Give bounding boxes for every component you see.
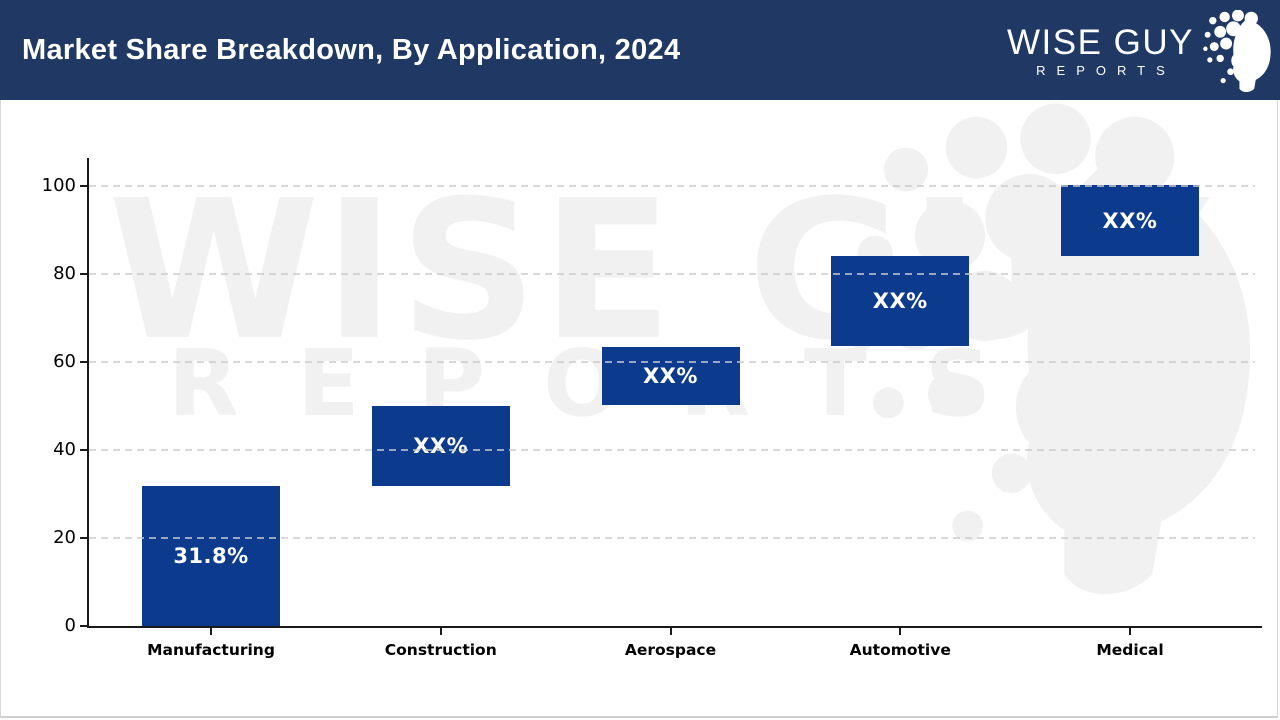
gridline-y-60: [89, 361, 1255, 363]
logo-text-reports: REPORTS: [1036, 63, 1176, 79]
watermark-text-reports: REPORTS: [168, 330, 1049, 437]
chart-title: Market Share Breakdown, By Application, …: [22, 33, 681, 66]
x-tick-label-construction: Construction: [384, 641, 497, 659]
y-tick-label-0: 0: [64, 615, 76, 636]
y-tick-label-100: 100: [41, 175, 76, 196]
x-tick-label-medical: Medical: [1096, 641, 1164, 659]
y-tick-mark: [80, 537, 87, 539]
bar-manufacturing: 31.8%: [142, 486, 280, 626]
head-profile-icon: [1198, 10, 1272, 92]
bar-value-label: 31.8%: [173, 544, 249, 569]
y-tick-label-40: 40: [53, 439, 76, 460]
bar-value-label: XX%: [413, 434, 469, 459]
x-tick-label-aerospace: Aerospace: [624, 641, 717, 659]
y-tick-label-60: 60: [53, 351, 76, 372]
bar-value-label: XX%: [1102, 208, 1158, 233]
y-tick-mark: [80, 361, 87, 363]
y-tick-mark: [80, 185, 87, 187]
y-axis-line: [87, 158, 89, 628]
logo-text-wise-guy: WISE GUY: [1006, 22, 1194, 62]
x-tick-mark: [439, 628, 442, 635]
bar-value-label: XX%: [643, 364, 698, 389]
bar-automotive: XX%: [831, 255, 970, 347]
x-tick-label-manufacturing: Manufacturing: [147, 641, 275, 659]
gridline-y-80: [89, 273, 1255, 275]
gridline-y-40: [89, 449, 1255, 451]
y-tick-mark: [80, 449, 87, 451]
x-tick-label-automotive: Automotive: [849, 641, 951, 659]
gridline-y-20: [89, 537, 1255, 539]
x-axis-line: [87, 626, 1262, 628]
bar-aerospace: XX%: [601, 347, 740, 406]
header-band: Market Share Breakdown, By Application, …: [0, 0, 1280, 100]
x-tick-mark: [210, 628, 212, 635]
x-tick-mark: [1129, 628, 1131, 635]
y-tick-mark: [80, 273, 87, 275]
bar-value-label: XX%: [872, 289, 928, 314]
gridline-y-100: [89, 185, 1255, 187]
bar-construction: XX%: [371, 406, 510, 487]
wise-guy-reports-logo: WISE GUY REPORTS: [1007, 10, 1272, 92]
x-tick-mark: [899, 628, 902, 635]
watermark-head-profile-icon: [818, 100, 1258, 604]
y-tick-mark: [80, 625, 87, 627]
x-tick-mark: [669, 628, 672, 635]
y-tick-label-80: 80: [53, 263, 76, 284]
bar-medical: XX%: [1061, 185, 1199, 256]
y-tick-label-20: 20: [53, 527, 76, 548]
